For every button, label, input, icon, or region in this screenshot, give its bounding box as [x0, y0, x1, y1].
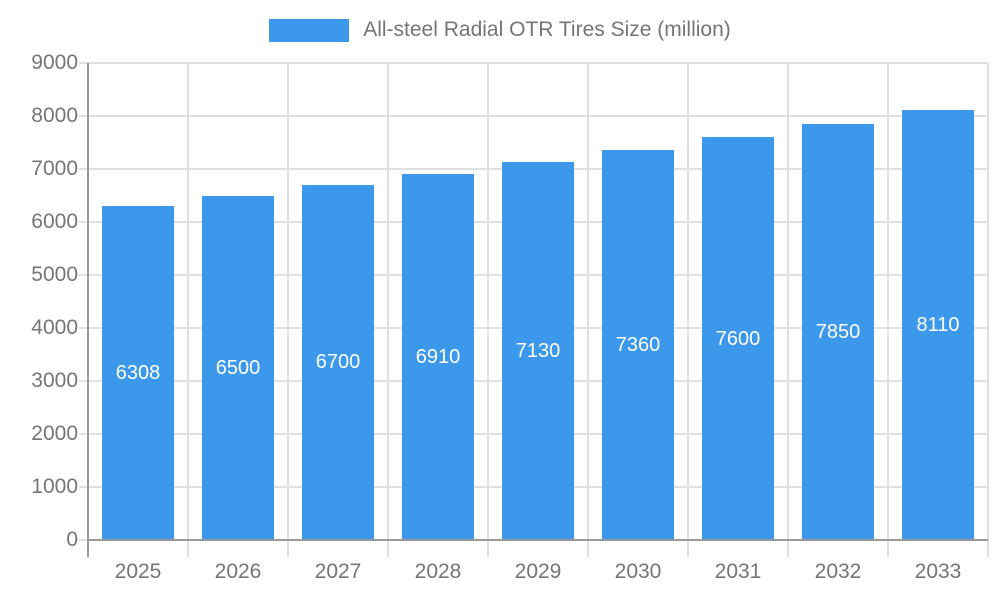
bar[interactable]: [702, 137, 774, 540]
y-axis-tick: [79, 221, 88, 223]
bar-value-label: 7360: [615, 333, 661, 356]
bar[interactable]: [802, 123, 874, 540]
chart-legend[interactable]: All-steel Radial OTR Tires Size (million…: [0, 18, 1000, 42]
y-axis-tick: [79, 274, 88, 276]
bar-value-label: 7130: [515, 340, 561, 363]
x-gridline: [987, 63, 989, 540]
legend-swatch[interactable]: [269, 18, 350, 42]
y-axis-tick-label: 4000: [31, 316, 78, 339]
y-axis-tick-label: 8000: [31, 104, 78, 127]
x-axis-tick: [387, 540, 389, 557]
y-axis-tick: [79, 62, 88, 64]
x-axis-tick: [987, 540, 989, 557]
y-axis-tick-label: 9000: [31, 51, 78, 74]
x-axis-tick-label: 2029: [514, 560, 562, 583]
bar[interactable]: [902, 110, 974, 540]
x-axis-tick-label: 2027: [314, 560, 362, 583]
y-axis-tick-label: 7000: [31, 157, 78, 180]
x-gridline: [587, 63, 589, 540]
x-gridline: [387, 63, 389, 540]
bar[interactable]: [102, 205, 174, 540]
y-axis-tick-label: 2000: [31, 422, 78, 445]
y-axis-tick-label: 3000: [31, 369, 78, 392]
y-axis-tick: [79, 486, 88, 488]
y-axis-tick: [79, 168, 88, 170]
bar-value-label: 6910: [415, 345, 461, 368]
x-axis-tick-label: 2032: [814, 560, 862, 583]
bar[interactable]: [302, 184, 374, 540]
y-gridline: [88, 115, 988, 117]
bar[interactable]: [202, 195, 274, 540]
x-axis-line: [88, 539, 988, 541]
y-axis-line: [87, 63, 89, 557]
x-gridline: [787, 63, 789, 540]
y-axis-tick: [79, 115, 88, 117]
y-gridline: [88, 62, 988, 64]
legend-label: All-steel Radial OTR Tires Size (million…: [363, 18, 731, 41]
bar-value-label: 6308: [115, 361, 161, 384]
x-axis-tick-label: 2025: [114, 560, 162, 583]
y-axis-tick: [79, 327, 88, 329]
x-axis-tick: [487, 540, 489, 557]
x-axis-tick: [887, 540, 889, 557]
x-gridline: [187, 63, 189, 540]
x-axis-tick: [787, 540, 789, 557]
bar[interactable]: [502, 162, 574, 540]
bar-value-label: 6500: [215, 356, 261, 379]
bar-value-label: 6700: [315, 351, 361, 374]
x-gridline: [887, 63, 889, 540]
x-axis-tick: [187, 540, 189, 557]
y-axis-tick: [79, 380, 88, 382]
x-axis-tick: [587, 540, 589, 557]
y-axis-tick: [79, 433, 88, 435]
y-axis-tick: [79, 539, 88, 541]
bar-value-label: 7850: [815, 320, 861, 343]
bar[interactable]: [602, 149, 674, 540]
x-axis-tick-label: 2031: [714, 560, 762, 583]
bar[interactable]: [402, 173, 474, 540]
y-axis-tick-label: 0: [66, 528, 78, 551]
x-axis-tick: [287, 540, 289, 557]
x-axis-tick-label: 2030: [614, 560, 662, 583]
bar-value-label: 7600: [715, 327, 761, 350]
bar-value-label: 8110: [916, 314, 960, 337]
x-gridline: [287, 63, 289, 540]
y-axis-tick-label: 5000: [31, 263, 78, 286]
x-gridline: [487, 63, 489, 540]
x-axis-tick: [687, 540, 689, 557]
y-axis-tick-label: 1000: [31, 475, 78, 498]
x-gridline: [687, 63, 689, 540]
x-axis-tick-label: 2026: [214, 560, 262, 583]
x-axis-tick-label: 2028: [414, 560, 462, 583]
y-axis-tick-label: 6000: [31, 210, 78, 233]
x-axis-tick-label: 2033: [914, 560, 962, 583]
